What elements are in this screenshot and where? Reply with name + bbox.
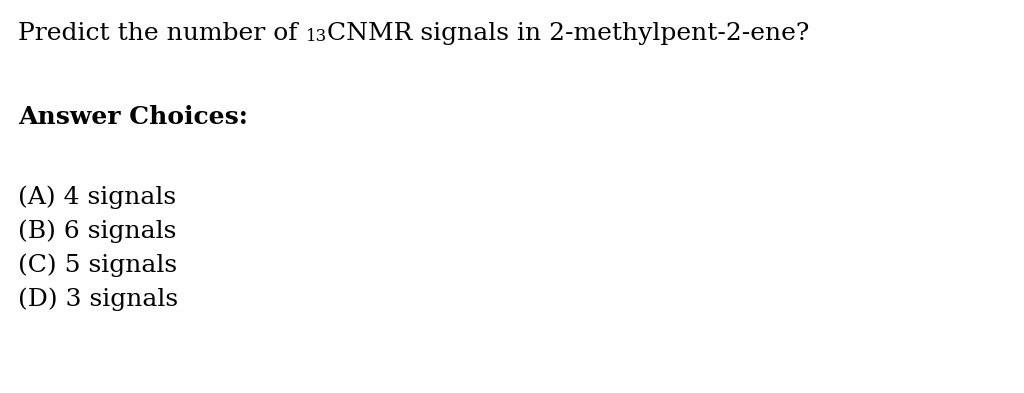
Text: Answer Choices:: Answer Choices: [18,105,248,129]
Text: 13: 13 [305,28,327,45]
Text: Predict the number of: Predict the number of [18,22,305,45]
Text: (C) 5 signals: (C) 5 signals [18,253,177,277]
Text: (D) 3 signals: (D) 3 signals [18,287,178,310]
Text: (A) 4 signals: (A) 4 signals [18,185,176,209]
Text: CNMR signals in 2-methylpent-2-ene?: CNMR signals in 2-methylpent-2-ene? [327,22,809,45]
Text: (B) 6 signals: (B) 6 signals [18,219,176,242]
